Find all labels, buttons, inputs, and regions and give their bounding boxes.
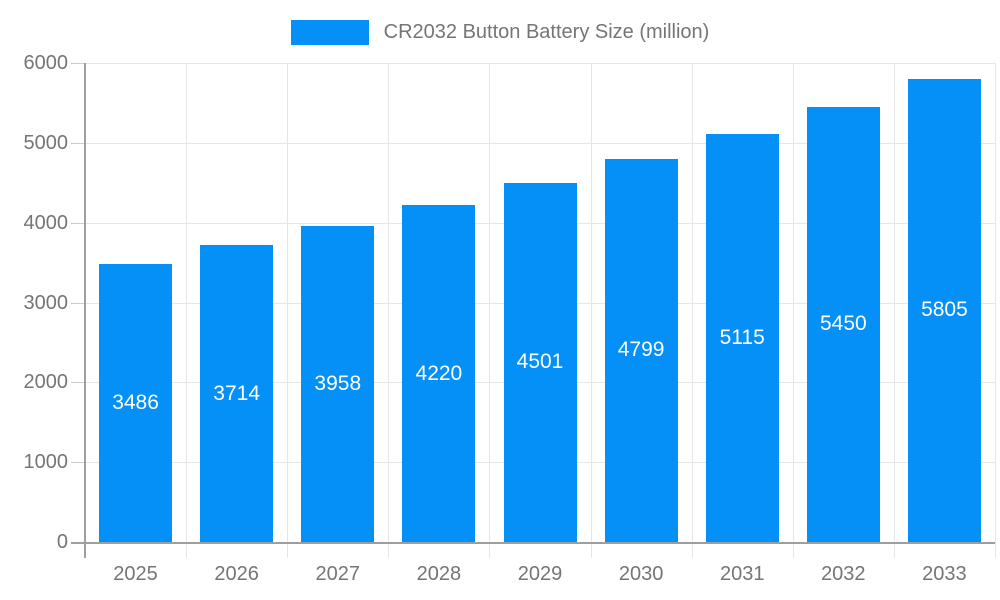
v-gridline <box>287 63 289 558</box>
y-axis-tick <box>71 462 85 464</box>
bar-value-label: 3958 <box>314 372 362 395</box>
y-axis-tick <box>71 222 85 224</box>
bar-value-label: 3486 <box>112 390 159 414</box>
v-gridline <box>691 63 693 558</box>
y-axis-tick <box>71 142 85 144</box>
y-axis-tick <box>71 63 85 64</box>
bar-value-label: 3714 <box>213 381 261 405</box>
v-gridline <box>388 63 390 558</box>
bar-2028[interactable]: 4220 <box>402 205 476 542</box>
bar-value-label: 5115 <box>719 325 765 349</box>
legend[interactable]: CR2032 Button Battery Size (million) <box>0 16 1000 48</box>
bar-2032[interactable]: 5450 <box>806 106 880 542</box>
y-axis-label: 6000 <box>23 52 69 74</box>
x-axis-label: 2028 <box>416 563 462 585</box>
v-gridline <box>590 63 592 558</box>
x-axis-label: 2031 <box>719 563 765 585</box>
bar-2025[interactable]: 3486 <box>99 263 173 542</box>
legend-label: CR2032 Button Battery Size (million) <box>383 20 710 43</box>
bar-value-label: 4220 <box>415 361 463 385</box>
bar-2033[interactable]: 5805 <box>907 78 981 542</box>
legend-swatch <box>290 19 369 45</box>
v-gridline <box>186 63 188 558</box>
y-axis-label: 1000 <box>23 451 69 474</box>
x-axis-label: 2027 <box>315 563 361 585</box>
y-axis-tick <box>71 382 85 384</box>
x-axis-label: 2026 <box>214 563 259 585</box>
y-axis-label: 4000 <box>23 211 69 234</box>
bar-2030[interactable]: 4799 <box>604 158 678 542</box>
bar-2026[interactable]: 3714 <box>200 245 274 542</box>
x-axis-label: 2033 <box>922 563 967 585</box>
bar-2027[interactable]: 3958 <box>301 226 375 542</box>
bar-value-label: 5450 <box>819 312 867 336</box>
v-gridline <box>995 63 996 558</box>
x-axis-label: 2032 <box>821 563 866 585</box>
h-gridline <box>85 63 995 64</box>
x-axis-label: 2030 <box>618 563 664 585</box>
h-gridline <box>85 142 995 144</box>
bar-value-label: 4799 <box>617 338 665 362</box>
y-axis-tick <box>71 302 85 304</box>
bar-2029[interactable]: 4501 <box>503 182 577 542</box>
y-axis-label: 2000 <box>23 371 69 394</box>
v-gridline <box>489 63 491 558</box>
y-axis-label: 3000 <box>23 291 69 314</box>
x-axis-label: 2029 <box>517 563 563 585</box>
bar-value-label: 4501 <box>516 350 564 374</box>
x-axis-label: 2025 <box>113 563 158 585</box>
x-axis-line <box>71 542 995 544</box>
y-axis-line <box>84 63 86 558</box>
bar-value-label: 5805 <box>921 298 968 322</box>
bar-2031[interactable]: 5115 <box>705 133 779 542</box>
y-axis-label: 5000 <box>23 131 69 154</box>
v-gridline <box>893 63 895 558</box>
y-axis-label: 0 <box>56 531 68 553</box>
v-gridline <box>792 63 794 558</box>
